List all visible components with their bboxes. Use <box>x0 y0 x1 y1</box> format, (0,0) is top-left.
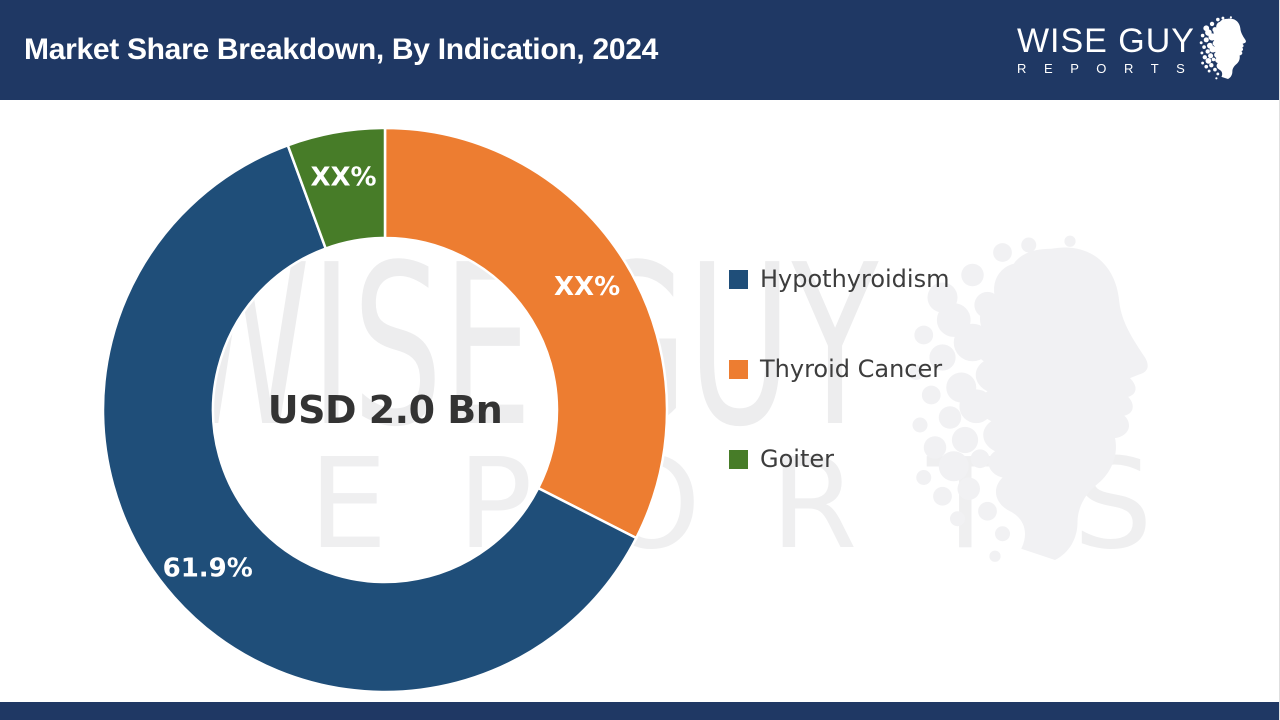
brand-name: WISE GUY <box>1016 22 1195 60</box>
donut-segment-thyroid-cancer <box>383 126 669 540</box>
legend-swatch-goiter <box>729 449 748 469</box>
legend-label: Hypothyroidism <box>760 265 950 293</box>
segment-label-goiter: XX% <box>310 163 376 193</box>
legend-item-goiter: Goiter <box>729 445 949 473</box>
footer-bar <box>0 702 1279 720</box>
chart-area: WISE GUY R E P O R T S XX% 61.9% XX% USD 2.… <box>0 100 1279 702</box>
brand-wordmark: WISE GUY R E P O R T S <box>1017 24 1195 76</box>
header-bar: Market Share Breakdown, By Indication, 2… <box>0 0 1279 100</box>
legend-swatch-thyroid-cancer <box>729 359 748 379</box>
segment-label-thyroid-cancer: XX% <box>554 272 620 302</box>
page-title: Market Share Breakdown, By Indication, 2… <box>24 33 658 66</box>
donut-segment-hypothyroidism <box>101 143 638 694</box>
legend-item-hypothyroidism: Hypothyroidism <box>729 265 949 293</box>
donut-segment-goiter <box>286 126 387 251</box>
brand-logo: WISE GUY R E P O R T S <box>1017 12 1257 88</box>
legend-item-thyroid-cancer: Thyroid Cancer <box>729 355 949 383</box>
legend-label: Thyroid Cancer <box>760 355 943 383</box>
donut-chart: XX% 61.9% XX% USD 2.0 Bn <box>101 126 669 694</box>
legend-label: Goiter <box>760 445 834 473</box>
brand-tagline: R E P O R T S <box>1016 61 1192 76</box>
chart-legend: Hypothyroidism Thyroid Cancer Goiter <box>729 265 949 535</box>
segment-label-hypothyroidism: 61.9% <box>163 553 253 583</box>
brand-head-icon <box>1199 16 1246 80</box>
legend-swatch-hypothyroidism <box>729 269 748 289</box>
donut-center-value: USD 2.0 Bn <box>268 388 503 432</box>
